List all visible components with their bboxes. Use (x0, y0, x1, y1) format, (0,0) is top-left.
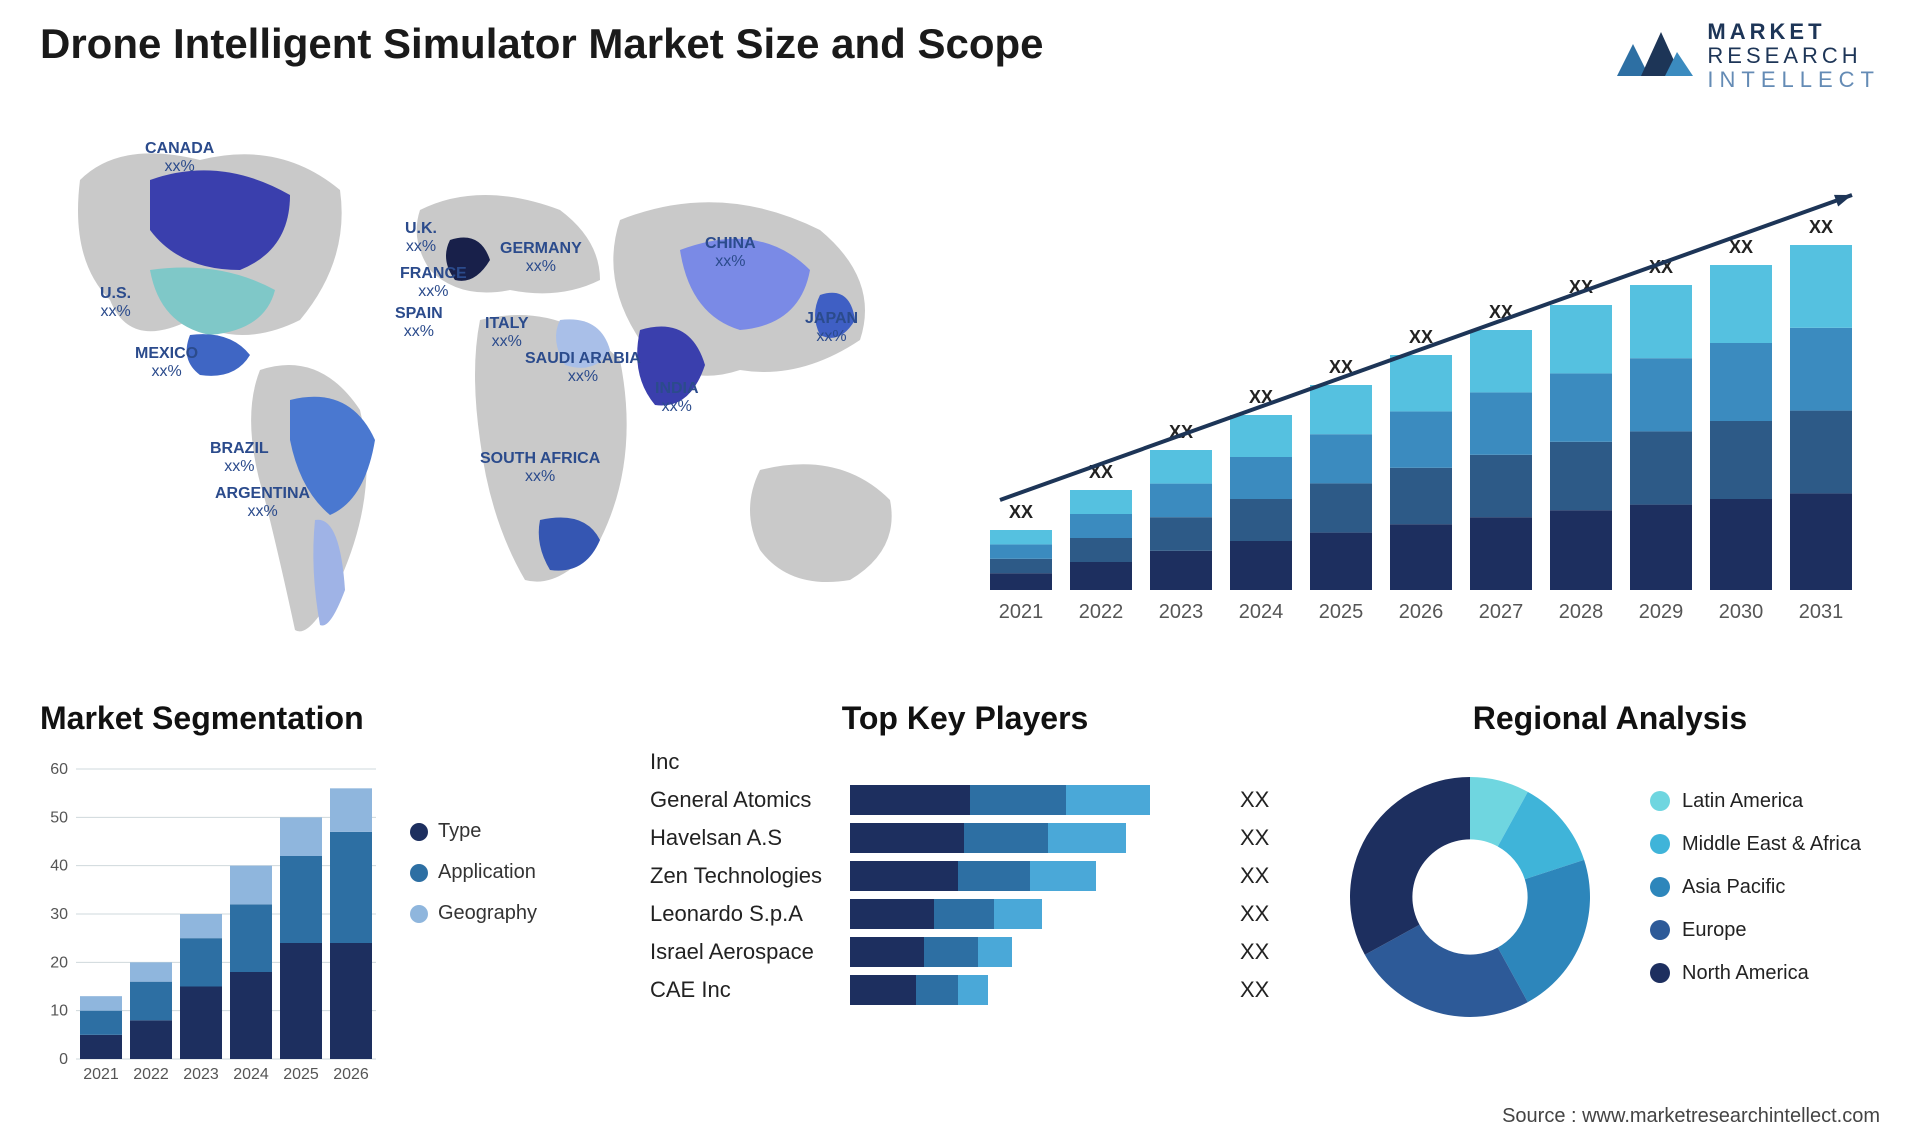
segmentation-legend: Type Application Geography (410, 820, 537, 943)
svg-text:2021: 2021 (999, 601, 1044, 623)
key-players-rows: IncGeneral AtomicsXXHavelsan A.SXXZen Te… (650, 747, 1280, 1005)
map-label: SPAINxx% (395, 305, 443, 340)
svg-text:50: 50 (50, 809, 68, 826)
map-label: GERMANYxx% (500, 240, 582, 275)
svg-text:40: 40 (50, 858, 68, 875)
key-player-row: CAE Inc XX (650, 975, 1280, 1005)
legend-item: Middle East & Africa (1650, 833, 1861, 856)
growth-chart-svg: 2021XX2022XX2023XX2024XX2025XX2026XX2027… (970, 150, 1870, 650)
svg-text:2023: 2023 (183, 1066, 219, 1083)
svg-text:2026: 2026 (333, 1066, 369, 1083)
svg-text:2024: 2024 (1239, 601, 1284, 623)
map-label: INDIAxx% (655, 380, 699, 415)
key-player-value: XX (1230, 977, 1280, 1003)
map-label: SAUDI ARABIAxx% (525, 350, 641, 385)
key-player-bar (850, 899, 1230, 929)
key-player-name: General Atomics (650, 787, 850, 813)
key-player-bar (850, 785, 1230, 815)
segmentation-title: Market Segmentation (40, 700, 600, 737)
svg-text:2023: 2023 (1159, 601, 1204, 623)
svg-text:2026: 2026 (1399, 601, 1444, 623)
svg-text:20: 20 (50, 954, 68, 971)
map-label: U.K.xx% (405, 220, 437, 255)
key-player-value: XX (1230, 901, 1280, 927)
growth-chart: 2021XX2022XX2023XX2024XX2025XX2026XX2027… (970, 150, 1870, 650)
svg-text:2027: 2027 (1479, 601, 1524, 623)
key-player-name: Inc (650, 749, 850, 775)
map-label: FRANCExx% (400, 265, 467, 300)
svg-text:2022: 2022 (1079, 601, 1124, 623)
header: Drone Intelligent Simulator Market Size … (40, 20, 1880, 93)
svg-text:XX: XX (1729, 237, 1753, 257)
world-map: CANADAxx% U.S.xx%MEXICOxx% BRAZILxx% ARGENT… (40, 120, 920, 670)
map-label: BRAZILxx% (210, 440, 269, 475)
key-player-name: Zen Technologies (650, 863, 850, 889)
svg-text:XX: XX (1009, 502, 1033, 522)
map-label: JAPANxx% (805, 310, 858, 345)
key-player-row: Israel Aerospace XX (650, 937, 1280, 967)
map-label: ITALYxx% (485, 315, 529, 350)
legend-item: Type (410, 820, 537, 843)
key-player-name: Israel Aerospace (650, 939, 850, 965)
map-label: U.S.xx% (100, 285, 131, 320)
page-title: Drone Intelligent Simulator Market Size … (40, 20, 1044, 68)
key-player-name: CAE Inc (650, 977, 850, 1003)
market-segmentation: Market Segmentation 0 10 20 30 40 50 60 2021 202… (40, 700, 600, 1120)
legend-item: Application (410, 861, 537, 884)
key-player-value: XX (1230, 825, 1280, 851)
svg-text:2021: 2021 (83, 1066, 119, 1083)
svg-text:XX: XX (1809, 217, 1833, 237)
svg-text:2031: 2031 (1799, 601, 1844, 623)
key-player-value: XX (1230, 939, 1280, 965)
svg-text:2028: 2028 (1559, 601, 1604, 623)
map-svg (40, 120, 920, 670)
key-player-bar (850, 975, 1230, 1005)
key-player-value: XX (1230, 787, 1280, 813)
key-player-row: Leonardo S.p.A XX (650, 899, 1280, 929)
legend-item: Latin America (1650, 790, 1861, 813)
key-player-bar (850, 861, 1230, 891)
svg-text:2024: 2024 (233, 1066, 269, 1083)
logo-text: MARKET RESEARCH INTELLECT (1707, 20, 1880, 93)
logo-icon (1615, 26, 1695, 86)
svg-text:10: 10 (50, 1003, 68, 1020)
svg-text:2022: 2022 (133, 1066, 169, 1083)
key-player-value: XX (1230, 863, 1280, 889)
map-label: ARGENTINAxx% (215, 485, 310, 520)
regional-analysis: Regional Analysis Latin America Middle Ea… (1330, 700, 1890, 1120)
map-label: MEXICOxx% (135, 345, 198, 380)
key-player-name: Leonardo S.p.A (650, 901, 850, 927)
donut-chart-svg (1330, 757, 1610, 1037)
key-player-name: Havelsan A.S (650, 825, 850, 851)
svg-text:2030: 2030 (1719, 601, 1764, 623)
key-player-row: General Atomics XX (650, 785, 1280, 815)
svg-text:2029: 2029 (1639, 601, 1684, 623)
map-label: CHINAxx% (705, 235, 756, 270)
source-text: Source : www.marketresearchintellect.com (1502, 1105, 1880, 1128)
key-players: Top Key Players IncGeneral AtomicsXXHave… (650, 700, 1280, 1120)
legend-item: Europe (1650, 919, 1861, 942)
brand-logo: MARKET RESEARCH INTELLECT (1615, 20, 1880, 93)
regional-legend: Latin America Middle East & Africa Asia Pa… (1650, 790, 1861, 1005)
key-player-row: Inc (650, 747, 1280, 777)
svg-text:2025: 2025 (1319, 601, 1364, 623)
map-label: SOUTH AFRICAxx% (480, 450, 600, 485)
svg-text:2025: 2025 (283, 1066, 319, 1083)
svg-text:0: 0 (59, 1051, 68, 1068)
regional-title: Regional Analysis (1330, 700, 1890, 737)
legend-item: Asia Pacific (1650, 876, 1861, 899)
svg-text:30: 30 (50, 906, 68, 923)
legend-item: Geography (410, 902, 537, 925)
key-players-title: Top Key Players (650, 700, 1280, 737)
key-player-bar (850, 937, 1230, 967)
svg-text:XX: XX (1409, 327, 1433, 347)
legend-item: North America (1650, 962, 1861, 985)
key-player-bar (850, 747, 1230, 777)
map-label: CANADAxx% (145, 140, 214, 175)
key-player-bar (850, 823, 1230, 853)
key-player-row: Zen Technologies XX (650, 861, 1280, 891)
segmentation-chart-svg: 0 10 20 30 40 50 60 2021 2022 2023 2024 2025 2026 (40, 759, 390, 1099)
key-player-row: Havelsan A.S XX (650, 823, 1280, 853)
svg-text:60: 60 (50, 761, 68, 778)
